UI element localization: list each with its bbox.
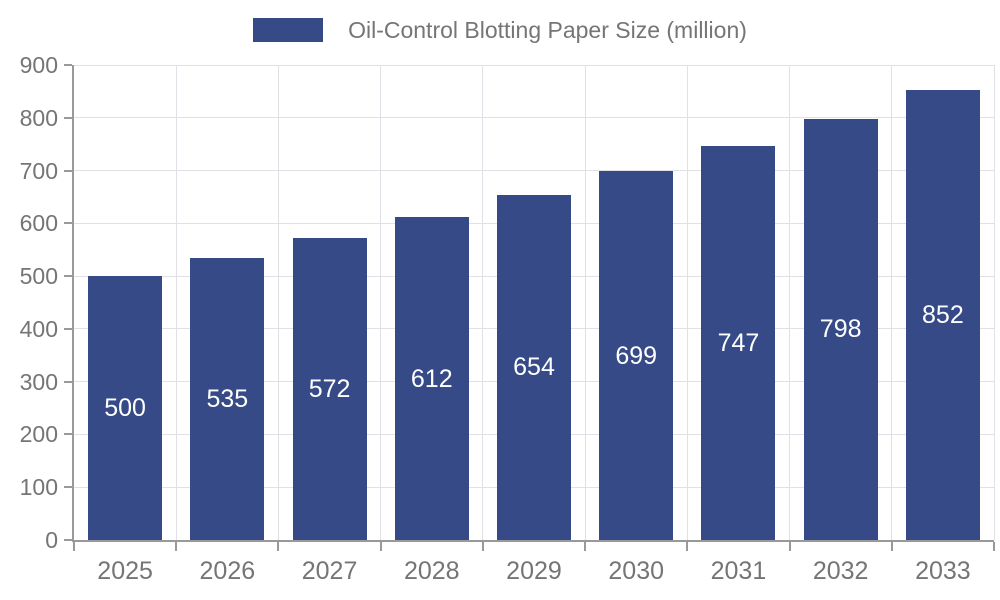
x-gridline: [686, 65, 688, 540]
bar[interactable]: 747: [701, 145, 776, 540]
y-tick-label: 200: [19, 421, 58, 448]
x-gridline: [584, 65, 586, 540]
y-tick: [64, 222, 72, 225]
y-tick: [64, 275, 72, 278]
x-tick: [993, 542, 995, 551]
y-gridline: [74, 170, 994, 172]
x-gridline: [993, 65, 995, 540]
bar[interactable]: 798: [803, 118, 878, 540]
x-gridline: [789, 65, 791, 540]
bar[interactable]: 699: [599, 171, 674, 540]
bar-value-label: 654: [513, 353, 555, 382]
bar[interactable]: 535: [190, 257, 265, 540]
x-gridline: [482, 65, 484, 540]
bar-value-label: 747: [717, 328, 760, 357]
x-tick: [73, 542, 75, 551]
bar-value-label: 852: [922, 301, 964, 330]
y-tick: [64, 64, 72, 66]
y-tick: [64, 539, 72, 541]
y-tick-label: 0: [45, 527, 58, 553]
bar[interactable]: 852: [905, 90, 980, 540]
bar[interactable]: 572: [292, 238, 367, 540]
bar[interactable]: 654: [497, 194, 571, 540]
x-tick: [481, 542, 484, 551]
x-tick-label: 2030: [608, 557, 665, 585]
y-axis-line: [72, 65, 74, 542]
x-tick-label: 2025: [97, 557, 153, 585]
y-tick-label: 700: [19, 157, 58, 184]
bar-value-label: 699: [615, 341, 658, 370]
x-tick: [584, 542, 587, 551]
x-gridline: [891, 65, 893, 540]
x-tick: [175, 542, 178, 551]
x-tick-label: 2029: [506, 557, 562, 585]
y-tick-label: 100: [19, 474, 58, 501]
y-tick-label: 900: [19, 52, 58, 78]
x-tick-label: 2028: [403, 557, 460, 585]
x-tick-label: 2033: [915, 557, 971, 585]
y-tick-label: 600: [19, 210, 58, 237]
y-tick-label: 800: [19, 104, 58, 131]
bar[interactable]: 500: [88, 276, 163, 540]
y-tick: [64, 327, 72, 330]
bar-value-label: 612: [410, 364, 453, 393]
y-tick: [64, 486, 72, 489]
x-gridline: [175, 65, 177, 540]
legend-label: Oil-Control Blotting Paper Size (million…: [348, 17, 747, 43]
x-tick-label: 2026: [199, 557, 256, 585]
legend-item[interactable]: Oil-Control Blotting Paper Size (million…: [0, 17, 1000, 43]
x-tick: [686, 542, 689, 551]
x-tick-label: 2031: [710, 557, 767, 585]
y-tick: [64, 116, 72, 119]
y-tick-label: 300: [19, 368, 58, 395]
legend-swatch: [253, 18, 324, 42]
y-gridline: [74, 64, 994, 66]
bar-value-label: 572: [308, 375, 351, 404]
y-tick: [64, 169, 72, 172]
x-axis-line: [72, 540, 994, 542]
bar-value-label: 798: [819, 315, 862, 344]
bar-value-label: 500: [104, 394, 146, 423]
x-tick: [890, 542, 893, 551]
x-gridline: [380, 65, 382, 540]
y-tick: [64, 433, 72, 436]
bar[interactable]: 612: [394, 217, 469, 540]
x-tick-label: 2032: [812, 557, 869, 585]
x-tick: [379, 542, 382, 551]
x-tick-label: 2027: [301, 557, 358, 585]
bar-value-label: 535: [206, 384, 249, 413]
y-tick-label: 500: [19, 263, 58, 290]
y-tick: [64, 380, 72, 383]
x-tick: [277, 542, 280, 551]
x-gridline: [277, 65, 279, 540]
y-gridline: [74, 117, 994, 119]
x-tick: [788, 542, 791, 551]
y-tick-label: 400: [19, 315, 58, 342]
